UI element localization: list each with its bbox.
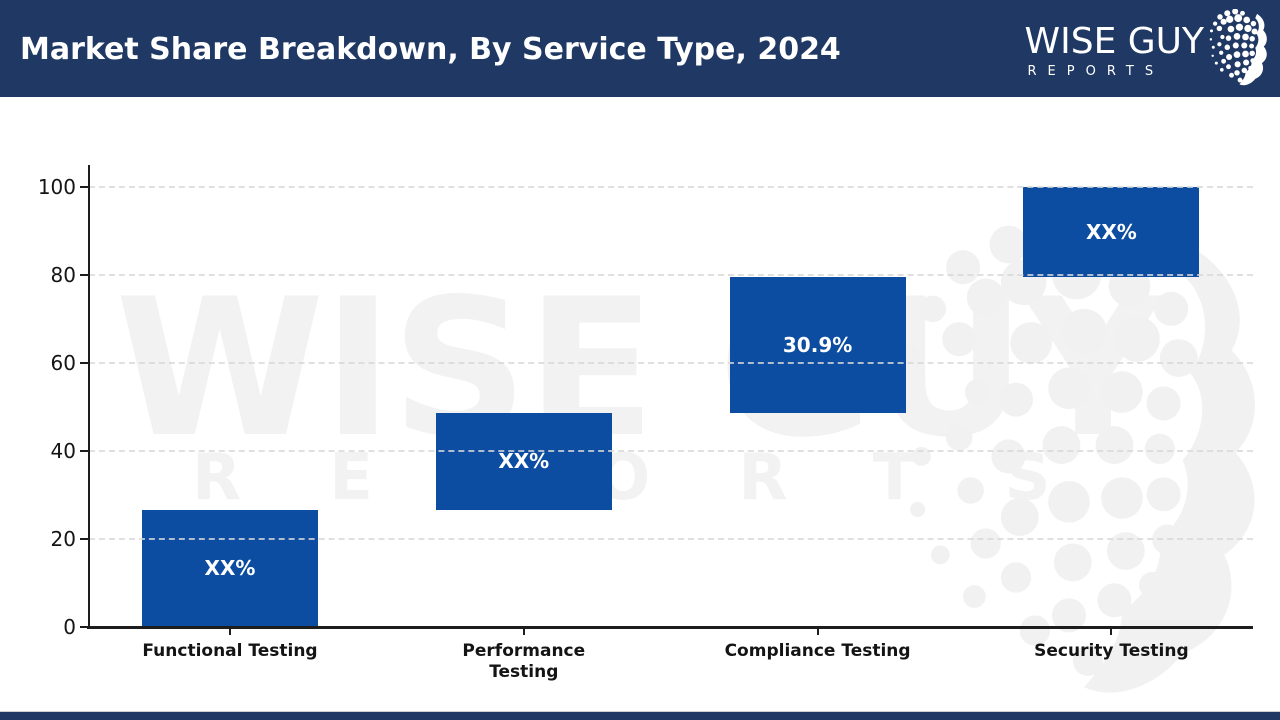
- y-tick: [80, 537, 88, 540]
- gridline: [89, 186, 1253, 188]
- brand-logo: WISE GUY REPORTS: [1025, 9, 1269, 88]
- gridline: [89, 449, 1253, 452]
- y-tick-label: 100: [37, 175, 76, 199]
- bar-compliance-testing: [729, 277, 906, 414]
- x-tick-label: Performance Testing: [462, 641, 586, 682]
- y-tick: [80, 449, 88, 452]
- y-axis-line: [88, 165, 90, 629]
- y-tick-label: 40: [50, 438, 76, 463]
- y-tick-label: 60: [50, 350, 76, 375]
- x-tick: [816, 628, 819, 635]
- y-tick-label: 80: [50, 262, 76, 287]
- bar-value-label: XX%: [204, 556, 256, 581]
- watermark-reports-text: REPORTS: [192, 441, 1139, 515]
- logo-reports-text: REPORTS: [1027, 64, 1165, 79]
- face-watermark-icon: [878, 218, 1260, 710]
- gridline: [89, 361, 1253, 364]
- y-tick: [80, 361, 88, 364]
- x-tick: [522, 628, 525, 635]
- wiseguy-face-logo-icon: [1206, 9, 1268, 88]
- gridline: [89, 537, 1253, 540]
- footer-bar: [0, 711, 1280, 720]
- header-bar: Market Share Breakdown, By Service Type,…: [0, 0, 1280, 97]
- bar-performance-testing: [435, 413, 612, 510]
- x-tick: [229, 628, 231, 635]
- y-tick: [80, 273, 88, 276]
- gridline: [89, 273, 1253, 276]
- bar-functional-testing: [142, 509, 318, 627]
- x-tick-label: Security Testing: [1034, 641, 1189, 661]
- y-tick: [80, 625, 88, 628]
- x-tick-label: Compliance Testing: [724, 641, 911, 661]
- logo-wise-guy-text: WISE GUY: [1024, 21, 1205, 62]
- brand-logo-text: WISE GUY REPORTS: [1024, 21, 1205, 80]
- y-tick: [80, 186, 88, 188]
- bar-value-label: XX%: [498, 449, 550, 474]
- bar-security-testing: [1023, 187, 1200, 278]
- x-tick: [1110, 628, 1113, 635]
- x-tick-label: Functional Testing: [142, 641, 318, 661]
- y-tick-label: 20: [50, 526, 76, 551]
- bar-value-label: 30.9%: [782, 333, 853, 358]
- bar-value-label: XX%: [1085, 220, 1137, 245]
- page-title: Market Share Breakdown, By Service Type,…: [20, 32, 841, 67]
- x-axis-line: [87, 626, 1253, 629]
- y-tick-label: 0: [63, 614, 76, 639]
